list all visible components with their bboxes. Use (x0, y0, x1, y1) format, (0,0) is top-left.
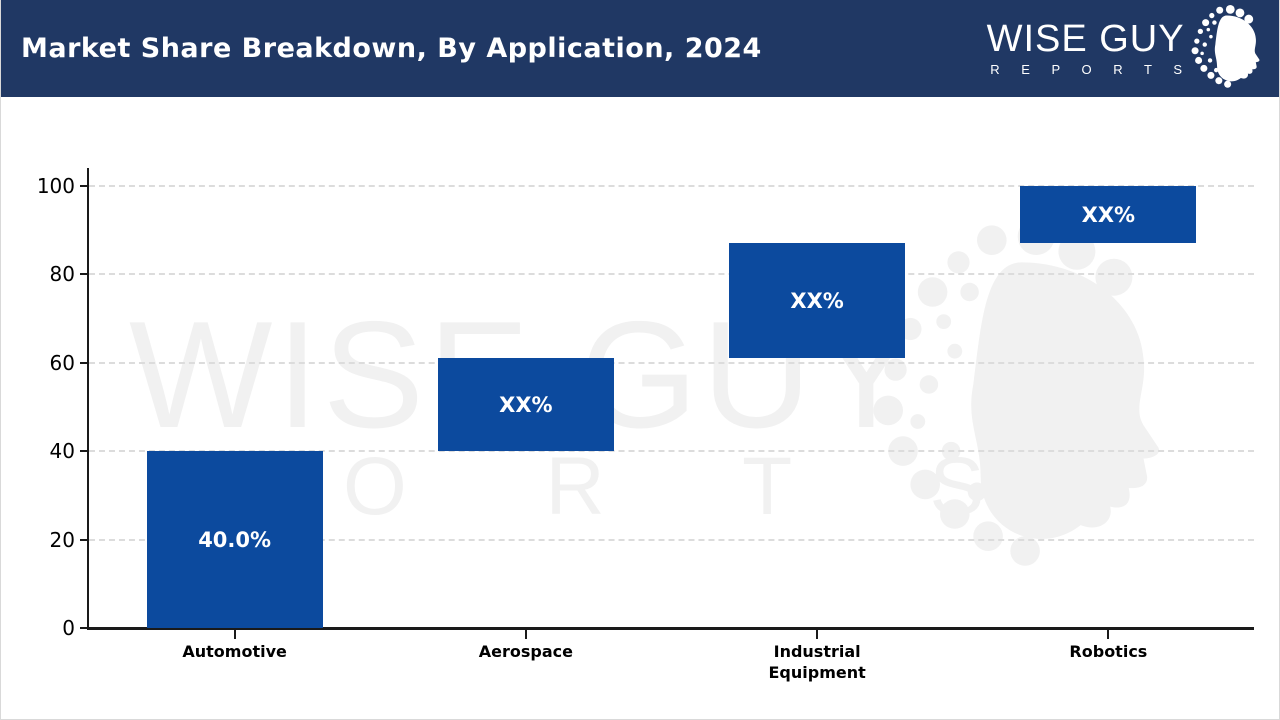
gridline-60 (89, 361, 1254, 364)
x-tick-label-robotics: Robotics (1069, 642, 1148, 661)
x-tick-label-industrial-equipment: Industrial Equipment (768, 642, 866, 682)
y-tick-label-20: 20 (49, 527, 75, 552)
x-tick-automotive (233, 630, 236, 639)
logo-subtitle: R E P O R T S (990, 62, 1191, 77)
y-tick-label-40: 40 (49, 439, 75, 464)
wiseguy-face-icon (1191, 4, 1260, 88)
bar-aerospace: XX% (437, 358, 614, 452)
gridline-100 (89, 185, 1254, 187)
y-axis-line (87, 168, 89, 630)
x-tick-label-automotive: Automotive (182, 642, 287, 661)
bar-value-label-industrial-equipment: XX% (790, 288, 844, 313)
chart-title: Market Share Breakdown, By Application, … (21, 33, 762, 64)
y-tick-60 (80, 361, 89, 364)
y-tick-0 (80, 627, 89, 629)
x-tick-robotics (1107, 630, 1110, 639)
gridline-40 (89, 450, 1254, 453)
bar-value-label-robotics: XX% (1081, 202, 1136, 227)
gridline-80 (89, 273, 1254, 276)
x-tick-label-aerospace: Aerospace (478, 642, 573, 661)
bar-value-label-automotive: 40.0% (198, 527, 272, 552)
y-tick-80 (80, 273, 89, 276)
x-axis-line (87, 627, 1254, 630)
y-tick-label-60: 60 (49, 350, 75, 375)
y-tick-label-80: 80 (49, 262, 75, 287)
y-tick-label-100: 100 (36, 174, 75, 198)
x-tick-aerospace (524, 630, 527, 639)
logo-wordmark: WISE GUY (986, 18, 1185, 60)
y-tick-40 (80, 450, 89, 453)
logo-text: WISE GUY R E P O R T S (980, 20, 1191, 77)
header-bar: Market Share Breakdown, By Application, … (1, 0, 1279, 97)
x-tick-industrial-equipment (816, 630, 819, 639)
y-tick-20 (80, 538, 89, 541)
y-tick-100 (80, 185, 89, 187)
bar-industrial-equipment: XX% (729, 243, 906, 359)
y-tick-label-0: 0 (62, 616, 75, 640)
gridline-20 (89, 538, 1254, 541)
bar-value-label-aerospace: XX% (499, 392, 553, 417)
bar-robotics: XX% (1020, 186, 1197, 244)
wiseguy-logo: WISE GUY R E P O R T S (980, 0, 1273, 97)
bar-automotive: 40.0% (146, 451, 323, 628)
